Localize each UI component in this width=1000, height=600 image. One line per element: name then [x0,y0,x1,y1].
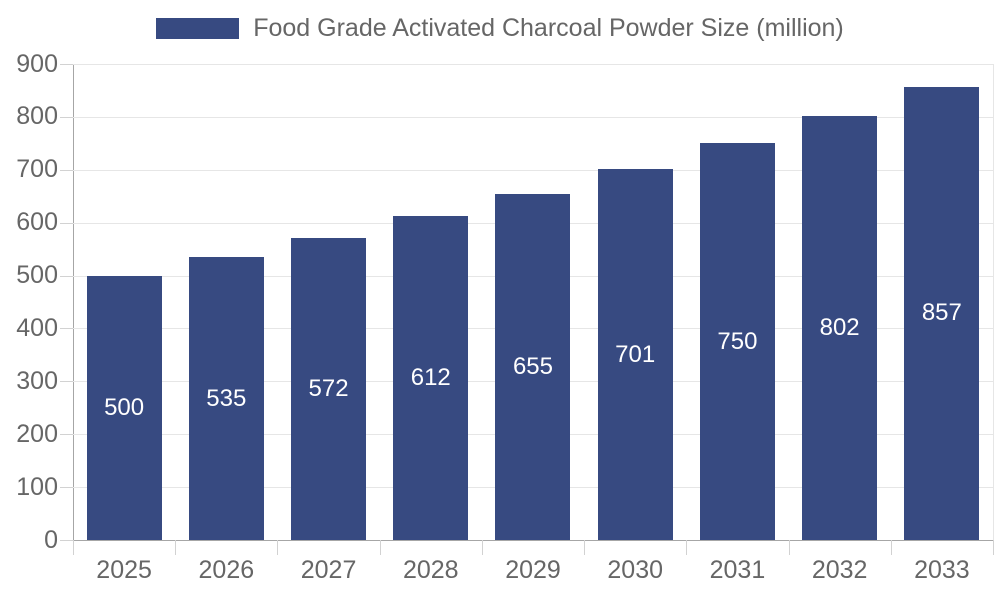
y-tick-600 [60,222,73,224]
x-tick-2 [277,540,279,555]
bar-value-2029: 655 [512,352,553,380]
bar-value-2027: 572 [308,374,349,402]
bar-2028[interactable]: 612 [393,216,469,540]
y-tick-500 [60,275,73,277]
bar-value-2032: 802 [819,313,860,341]
bar-slot-2026: 535 [175,64,277,540]
legend-label: Food Grade Activated Charcoal Powder Siz… [253,14,844,42]
bar-slot-2029: 655 [482,64,584,540]
x-tick-3 [379,540,381,555]
bar-slot-2032: 802 [789,64,891,540]
bar-2027[interactable]: 572 [291,237,367,540]
legend-swatch [156,17,240,39]
y-axis-label: 200 [16,419,58,448]
y-axis-label: 100 [16,472,58,501]
gridline-900 [73,64,993,65]
x-axis-label: 2028 [402,556,459,584]
bar-value-2026: 535 [206,384,247,412]
bar-value-2025: 500 [104,393,145,421]
x-axis-line [73,540,993,541]
x-tick-0 [73,540,74,555]
y-tick-800 [60,116,73,118]
bar-2032[interactable]: 802 [802,115,878,540]
y-axis-line [73,64,74,540]
y-axis-label: 0 [44,525,58,554]
y-tick-200 [60,434,73,436]
y-axis-label: 700 [16,155,58,184]
bar-2029[interactable]: 655 [495,193,571,540]
x-axis-label: 2025 [96,556,152,584]
bar-2026[interactable]: 535 [188,257,264,540]
y-axis-label: 800 [16,102,58,131]
bar-slot-2033: 857 [891,64,993,540]
bar-value-2031: 750 [717,327,758,355]
x-axis-label: 2032 [811,556,868,584]
y-axis-label: 300 [16,366,58,395]
y-axis-label: 500 [16,261,58,290]
y-tick-300 [60,381,73,383]
x-tick-9 [993,540,994,555]
x-tick-5 [584,540,586,555]
bar-value-2028: 612 [410,364,451,392]
y-axis-label: 400 [16,313,58,342]
bar-2025[interactable]: 500 [86,275,162,540]
bar-value-2030: 701 [615,340,656,368]
bar-2031[interactable]: 750 [699,143,775,540]
bar-value-2033: 857 [921,299,962,327]
legend[interactable]: Food Grade Activated Charcoal Powder Siz… [0,12,1000,44]
bar-slot-2025: 500 [73,64,175,540]
x-axis-label: 2029 [505,556,561,584]
x-tick-7 [788,540,790,555]
bar-slot-2031: 750 [686,64,788,540]
bar-slot-2028: 612 [380,64,482,540]
x-axis-label: 2026 [198,556,255,584]
y-tick-700 [60,169,73,171]
x-tick-1 [175,540,177,555]
y-axis-label: 900 [16,49,58,78]
y-tick-400 [60,328,73,330]
plot-area: 500 535 572 612 655 701 750 802 857 [73,64,993,540]
x-tick-8 [890,540,892,555]
y-axis-label: 600 [16,208,58,237]
bar-slot-2030: 701 [584,64,686,540]
bar-2030[interactable]: 701 [597,169,673,540]
bar-slot-2027: 572 [277,64,379,540]
bar-2033[interactable]: 857 [904,86,980,540]
y-tick-0 [60,540,73,541]
plot-border-right [993,64,994,540]
x-axis-label: 2030 [607,556,664,584]
y-tick-100 [60,487,73,489]
x-tick-6 [686,540,688,555]
gridline-800 [73,116,993,118]
x-axis-label: 2027 [300,556,357,584]
x-tick-4 [481,540,483,555]
x-axis-label: 2031 [709,556,766,584]
gridline-700 [73,169,993,171]
y-tick-900 [60,64,73,65]
x-axis-label: 2033 [914,556,970,584]
